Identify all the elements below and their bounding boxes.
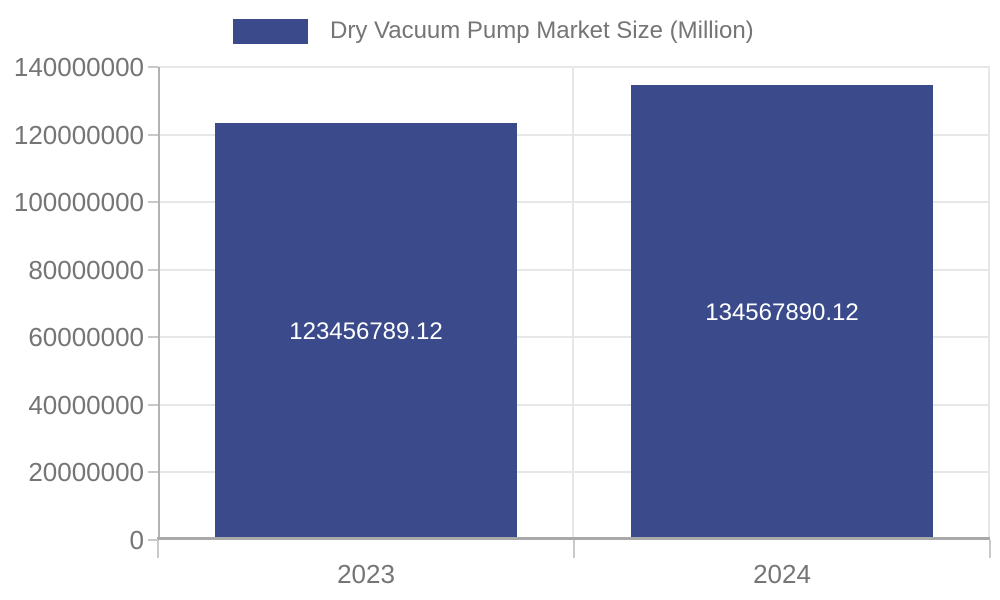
y-axis-label: 100000000 bbox=[13, 187, 144, 217]
y-axis-label: 120000000 bbox=[13, 120, 144, 150]
x-axis-label-2023: 2023 bbox=[337, 559, 395, 589]
y-axis-label: 0 bbox=[129, 525, 144, 555]
legend-item[interactable]: Dry Vacuum Pump Market Size (Million) bbox=[233, 17, 754, 44]
y-axis-tick bbox=[148, 66, 158, 68]
gridline bbox=[158, 471, 990, 473]
y-axis-tick bbox=[148, 404, 158, 406]
y-axis-label: 40000000 bbox=[28, 390, 144, 420]
gridline bbox=[158, 336, 990, 338]
y-axis-tick bbox=[148, 471, 158, 473]
bar-value-label: 134567890.12 bbox=[705, 298, 859, 326]
y-axis-tick bbox=[148, 134, 158, 136]
vertical-split-line bbox=[572, 67, 574, 540]
y-axis-label: 80000000 bbox=[28, 255, 144, 285]
y-axis-label: 140000000 bbox=[13, 52, 144, 82]
bar-2023[interactable]: 123456789.12 bbox=[215, 123, 517, 540]
bar-value-label: 123456789.12 bbox=[289, 317, 443, 345]
gridline bbox=[158, 134, 990, 136]
plot-area: 123456789.12 134567890.12 bbox=[158, 66, 990, 540]
y-axis-tick bbox=[148, 336, 158, 338]
y-axis-tick bbox=[148, 269, 158, 271]
x-axis-tick bbox=[157, 540, 159, 558]
y-axis-tick bbox=[148, 201, 158, 203]
y-axis-labels: 0 20000000 40000000 60000000 80000000 1000000… bbox=[0, 52, 144, 555]
y-axis-label: 60000000 bbox=[28, 322, 144, 352]
bar-2024[interactable]: 134567890.12 bbox=[631, 85, 933, 540]
vertical-split-line bbox=[988, 67, 990, 540]
x-axis-label-2024: 2024 bbox=[753, 559, 811, 589]
gridline bbox=[158, 269, 990, 271]
x-axis-tick bbox=[573, 540, 575, 558]
gridline bbox=[158, 66, 990, 68]
y-axis-tick bbox=[148, 539, 158, 541]
legend-swatch-icon bbox=[233, 18, 308, 44]
x-axis-tick bbox=[989, 540, 991, 558]
x-axis-line bbox=[157, 537, 990, 540]
gridline bbox=[158, 201, 990, 203]
gridline bbox=[158, 404, 990, 406]
y-axis-line bbox=[158, 67, 160, 540]
legend-label: Dry Vacuum Pump Market Size (Million) bbox=[330, 17, 754, 44]
y-axis-label: 20000000 bbox=[28, 457, 144, 487]
